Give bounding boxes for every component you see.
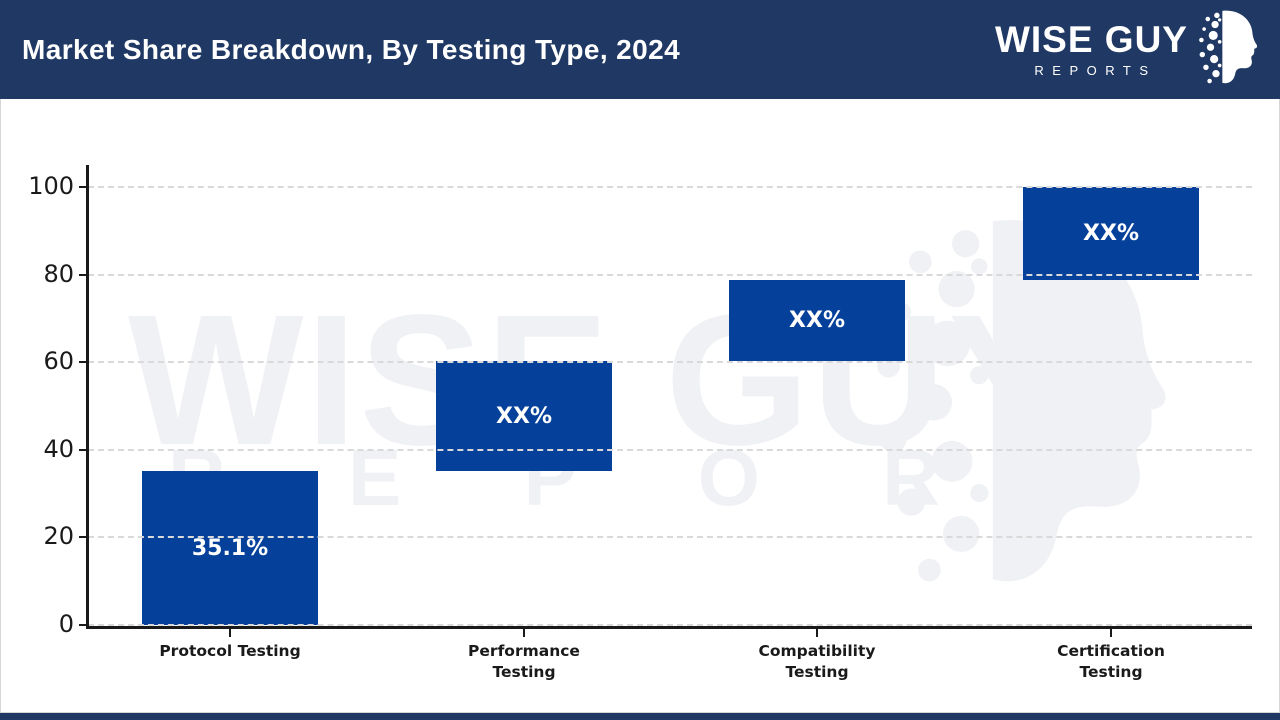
y-tick (79, 273, 88, 276)
footer-bar (0, 713, 1280, 720)
y-tick (79, 624, 88, 626)
bar-value-label: XX% (496, 403, 552, 429)
logo-text: WISE GUY REPORTS (995, 21, 1188, 78)
x-tick-label: Protocol Testing (159, 642, 301, 660)
logo-wordmark: WISE GUY (994, 19, 1188, 60)
wise-guy-logo: WISE GUY REPORTS (995, 9, 1258, 91)
x-tick-label: Performance Testing (468, 642, 580, 681)
grid-line (88, 536, 1252, 539)
grid-line (88, 273, 1252, 276)
watermark-head-icon (877, 220, 1166, 582)
y-tick-label: 0 (58, 610, 74, 638)
y-tick-label: 80 (43, 259, 74, 288)
x-tick (229, 628, 231, 637)
y-tick (79, 536, 88, 539)
bar-value-label: XX% (789, 308, 845, 334)
grid-line (88, 624, 1252, 626)
y-tick-label: 20 (43, 522, 74, 551)
bar (142, 471, 318, 625)
x-axis-line (86, 626, 1252, 629)
bar (729, 280, 905, 362)
y-tick-label: 40 (43, 434, 74, 463)
grid-line (88, 186, 1252, 188)
x-tick (816, 628, 818, 637)
y-tick-label: 60 (43, 347, 74, 376)
y-tick-label: 100 (28, 172, 74, 200)
bar (1023, 187, 1199, 281)
y-tick (79, 448, 88, 451)
page-title: Market Share Breakdown, By Testing Type,… (22, 33, 681, 65)
x-tick (1110, 628, 1112, 637)
dotted-head-icon (1199, 10, 1258, 83)
y-axis-line (86, 165, 89, 628)
bar-value-label: 35.1% (191, 535, 269, 561)
bar-value-label: XX% (1083, 221, 1139, 247)
y-tick (79, 361, 88, 364)
header: Market Share Breakdown, By Testing Type,… (0, 0, 1280, 99)
y-tick (79, 186, 88, 188)
x-tick-label: Compatibility Testing (758, 642, 876, 681)
x-tick (523, 628, 525, 637)
bar (436, 361, 612, 472)
x-tick-label: Certification Testing (1057, 642, 1165, 681)
grid-line (88, 361, 1252, 364)
grid-line (88, 448, 1252, 451)
logo-subtitle: REPORTS (1034, 63, 1157, 78)
